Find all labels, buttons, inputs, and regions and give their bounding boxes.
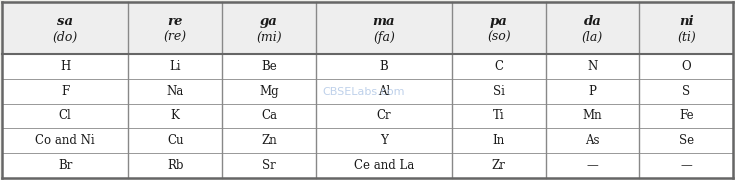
Text: S: S: [682, 85, 690, 98]
Text: (re): (re): [164, 31, 187, 44]
Text: —: —: [587, 159, 598, 172]
Text: (so): (so): [487, 31, 511, 44]
Text: (la): (la): [582, 31, 603, 44]
Text: sa: sa: [57, 15, 74, 28]
Text: Ce and La: Ce and La: [354, 159, 414, 172]
Text: (ti): (ti): [677, 31, 696, 44]
Text: ni: ni: [679, 15, 694, 28]
Text: Be: Be: [261, 60, 277, 73]
Text: CBSELabs.com: CBSELabs.com: [322, 87, 405, 97]
Text: K: K: [171, 109, 180, 122]
Text: Zr: Zr: [492, 159, 506, 172]
Text: Si: Si: [493, 85, 505, 98]
Text: Se: Se: [678, 134, 694, 147]
Text: (do): (do): [52, 31, 78, 44]
Text: Mn: Mn: [583, 109, 603, 122]
Text: Zn: Zn: [261, 134, 277, 147]
Text: Cl: Cl: [59, 109, 71, 122]
Text: Br: Br: [58, 159, 72, 172]
Text: (mi): (mi): [257, 31, 282, 44]
Text: Sr: Sr: [262, 159, 276, 172]
Text: da: da: [584, 15, 601, 28]
Text: As: As: [585, 134, 600, 147]
Text: H: H: [60, 60, 71, 73]
Text: P: P: [589, 85, 597, 98]
Text: O: O: [681, 60, 691, 73]
Text: In: In: [492, 134, 505, 147]
Text: Al: Al: [378, 85, 390, 98]
Text: —: —: [681, 159, 692, 172]
Text: Cu: Cu: [167, 134, 184, 147]
Bar: [1, 2, 734, 54]
Text: B: B: [379, 60, 388, 73]
Text: Li: Li: [170, 60, 181, 73]
Text: Ti: Ti: [493, 109, 505, 122]
Text: Mg: Mg: [259, 85, 279, 98]
Text: C: C: [494, 60, 503, 73]
Text: pa: pa: [490, 15, 508, 28]
Text: Na: Na: [167, 85, 184, 98]
Text: Ca: Ca: [261, 109, 277, 122]
Text: Co and Ni: Co and Ni: [35, 134, 95, 147]
Text: Rb: Rb: [167, 159, 184, 172]
Text: Y: Y: [380, 134, 388, 147]
Text: ma: ma: [373, 15, 395, 28]
Text: Cr: Cr: [376, 109, 391, 122]
Text: (fa): (fa): [373, 31, 395, 44]
Text: ga: ga: [260, 15, 278, 28]
Text: N: N: [587, 60, 598, 73]
Text: Fe: Fe: [679, 109, 694, 122]
Text: re: re: [168, 15, 183, 28]
Text: F: F: [61, 85, 69, 98]
